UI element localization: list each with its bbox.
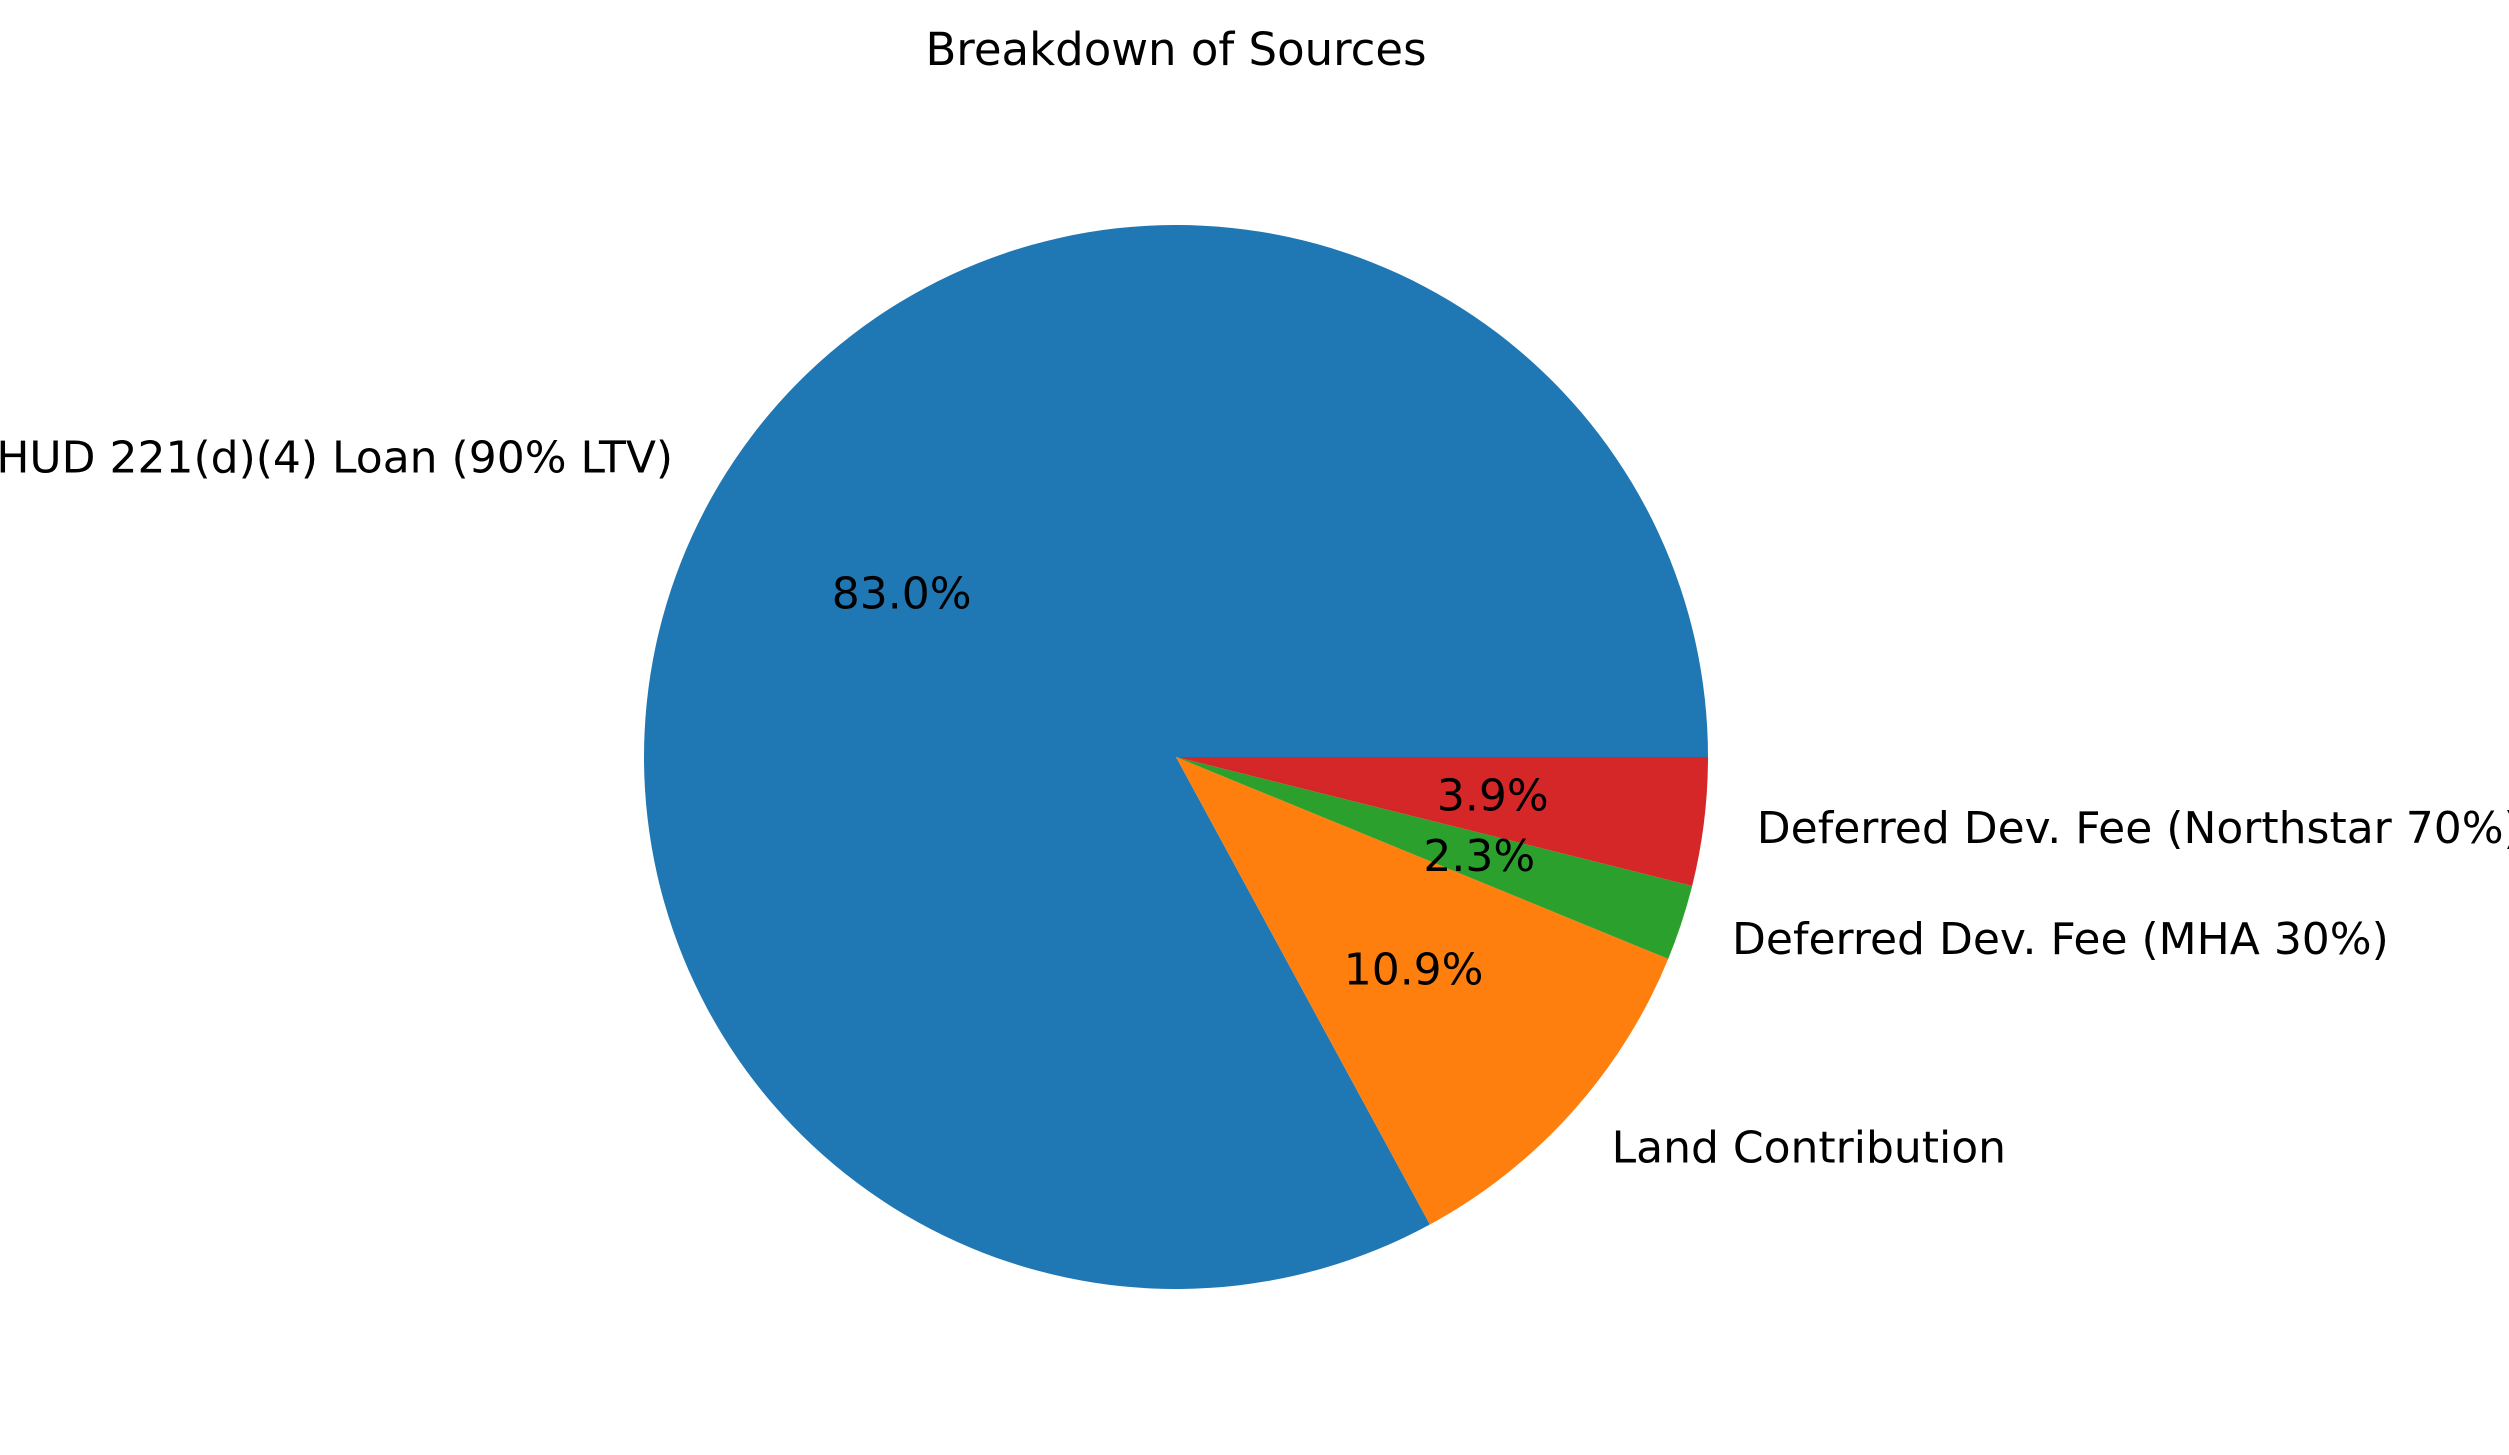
pie-slice-2-percent-label: 2.3%: [1423, 831, 1535, 882]
pie-slice-3-label: Deferred Dev. Fee (Northstar 70%): [1757, 803, 2509, 854]
pie-slice-0-percent-label: 83.0%: [832, 568, 972, 619]
pie-wedges: [644, 224, 1708, 1289]
pie-slice-3-percent-label: 3.9%: [1437, 771, 1549, 822]
pie-slice-1-percent-label: 10.9%: [1344, 945, 1484, 996]
pie-slice-1-label: Land Contribution: [1612, 1122, 2006, 1173]
pie-slice-2: [1176, 757, 1693, 959]
pie-slice-0: [644, 224, 1708, 1289]
pie-slice-0-label: HUD 221(d)(4) Loan (90% LTV): [0, 432, 673, 483]
pie-slice-texts: 83.0% HUD 221(d)(4) Loan (90% LTV) 10.9% La…: [0, 432, 2509, 1173]
pie-slice-3: [1176, 757, 1708, 886]
chart-title: Breakdown of Sources: [925, 23, 1426, 76]
pie-slice-2-label: Deferred Dev. Fee (MHA 30%): [1732, 914, 2389, 965]
pie-slice-1: [1176, 757, 1669, 1225]
